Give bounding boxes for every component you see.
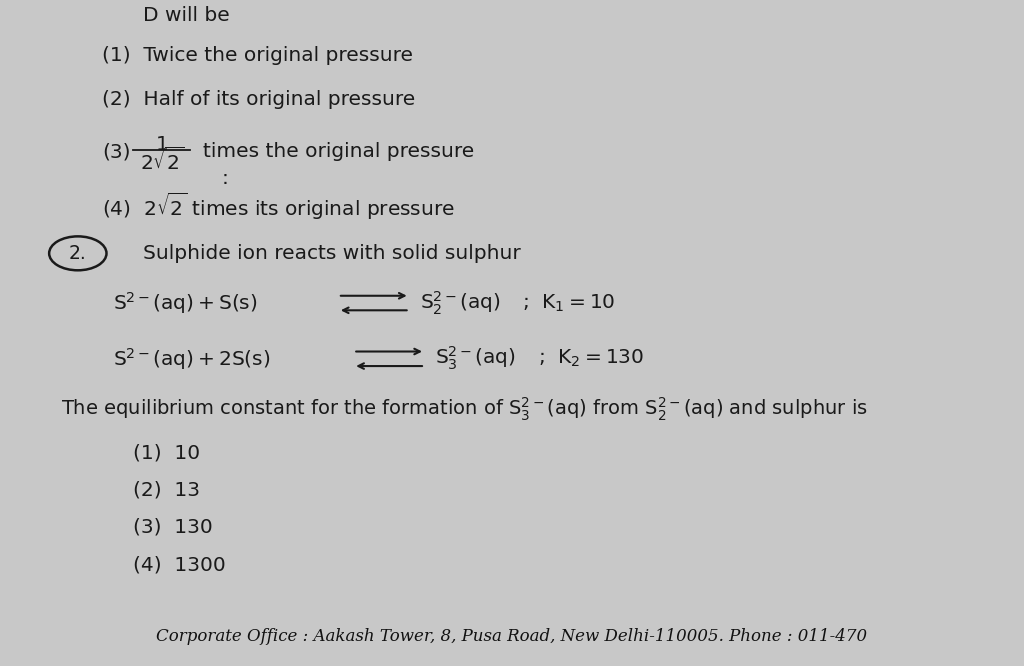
Text: $\mathrm{S_3^{2-}(aq)}$: $\mathrm{S_3^{2-}(aq)}$ xyxy=(435,345,516,372)
Text: $\mathrm{S_2^{2-}(aq)}$: $\mathrm{S_2^{2-}(aq)}$ xyxy=(420,289,501,317)
Text: $\mathrm{S^{2-}(aq)+2S(s)}$: $\mathrm{S^{2-}(aq)+2S(s)}$ xyxy=(113,346,270,372)
Text: $\mathrm{S^{2-}(aq)+S(s)}$: $\mathrm{S^{2-}(aq)+S(s)}$ xyxy=(113,290,257,316)
Text: times the original pressure: times the original pressure xyxy=(203,142,474,161)
Text: (2)  Half of its original pressure: (2) Half of its original pressure xyxy=(102,91,416,109)
Text: Sulphide ion reacts with solid sulphur: Sulphide ion reacts with solid sulphur xyxy=(143,244,521,263)
Text: (3)  130: (3) 130 xyxy=(133,517,213,537)
Text: ;  $\mathrm{K_1 = 10}$: ; $\mathrm{K_1 = 10}$ xyxy=(522,292,615,314)
Text: :: : xyxy=(222,168,228,188)
Text: D will be: D will be xyxy=(143,5,230,25)
Text: (2)  13: (2) 13 xyxy=(133,480,200,500)
Text: 2.: 2. xyxy=(69,244,87,263)
Text: Corporate Office : Aakash Tower, 8, Pusa Road, New Delhi-110005. Phone : 011-470: Corporate Office : Aakash Tower, 8, Pusa… xyxy=(157,627,867,645)
Text: The equilibrium constant for the formation of $\mathrm{S_3^{2-}}$(aq) from $\mat: The equilibrium constant for the formati… xyxy=(61,396,868,423)
Text: (1)  Twice the original pressure: (1) Twice the original pressure xyxy=(102,46,414,65)
Text: ;  $\mathrm{K_2 = 130}$: ; $\mathrm{K_2 = 130}$ xyxy=(538,348,644,370)
Text: $2\sqrt{2}$: $2\sqrt{2}$ xyxy=(140,147,183,174)
Text: (1)  10: (1) 10 xyxy=(133,444,201,463)
Text: 1: 1 xyxy=(156,135,168,154)
Text: (4)  1300: (4) 1300 xyxy=(133,555,226,574)
Text: (4)  $2\sqrt{2}$ times its original pressure: (4) $2\sqrt{2}$ times its original press… xyxy=(102,190,456,222)
Text: (3): (3) xyxy=(102,142,131,161)
